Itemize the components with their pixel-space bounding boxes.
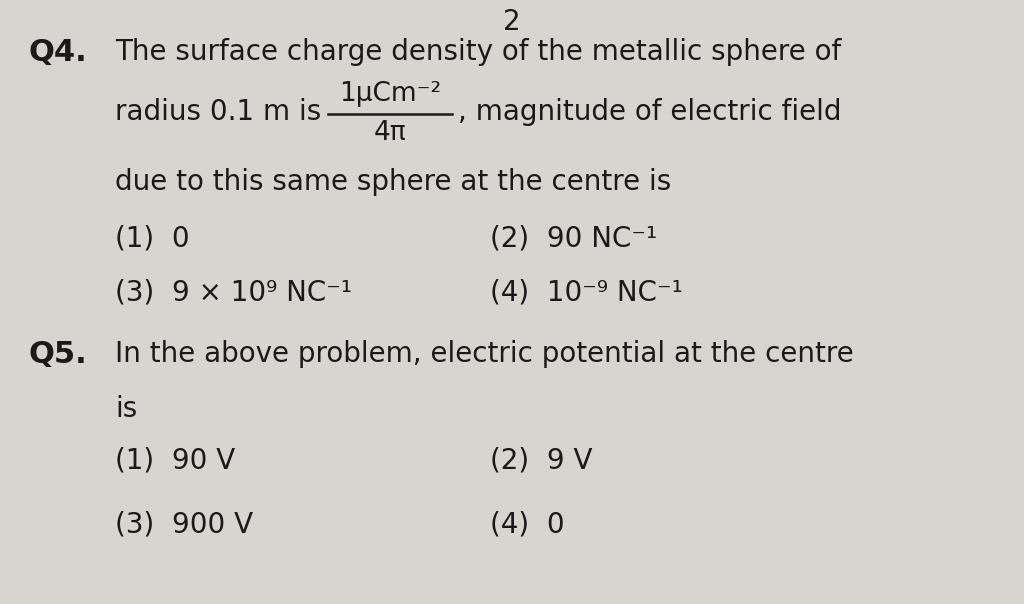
Text: 4π: 4π	[374, 120, 407, 146]
Text: (4)  0: (4) 0	[490, 510, 564, 538]
Text: 2: 2	[503, 8, 521, 36]
Text: due to this same sphere at the centre is: due to this same sphere at the centre is	[115, 168, 672, 196]
Text: Q5.: Q5.	[28, 340, 87, 369]
Text: is: is	[115, 395, 137, 423]
Text: (2)  9 V: (2) 9 V	[490, 447, 593, 475]
Text: (1)  90 V: (1) 90 V	[115, 447, 236, 475]
Text: (3)  9 × 10⁹ NC⁻¹: (3) 9 × 10⁹ NC⁻¹	[115, 278, 352, 306]
Text: The surface charge density of the metallic sphere of: The surface charge density of the metall…	[115, 38, 842, 66]
Text: Q4.: Q4.	[28, 38, 87, 67]
Text: 1μCm⁻²: 1μCm⁻²	[339, 81, 441, 107]
Text: (4)  10⁻⁹ NC⁻¹: (4) 10⁻⁹ NC⁻¹	[490, 278, 683, 306]
Text: (3)  900 V: (3) 900 V	[115, 510, 253, 538]
Text: (2)  90 NC⁻¹: (2) 90 NC⁻¹	[490, 225, 657, 253]
Text: , magnitude of electric field: , magnitude of electric field	[458, 98, 842, 126]
Text: (1)  0: (1) 0	[115, 225, 189, 253]
Text: In the above problem, electric potential at the centre: In the above problem, electric potential…	[115, 340, 854, 368]
Text: radius 0.1 m is: radius 0.1 m is	[115, 98, 322, 126]
